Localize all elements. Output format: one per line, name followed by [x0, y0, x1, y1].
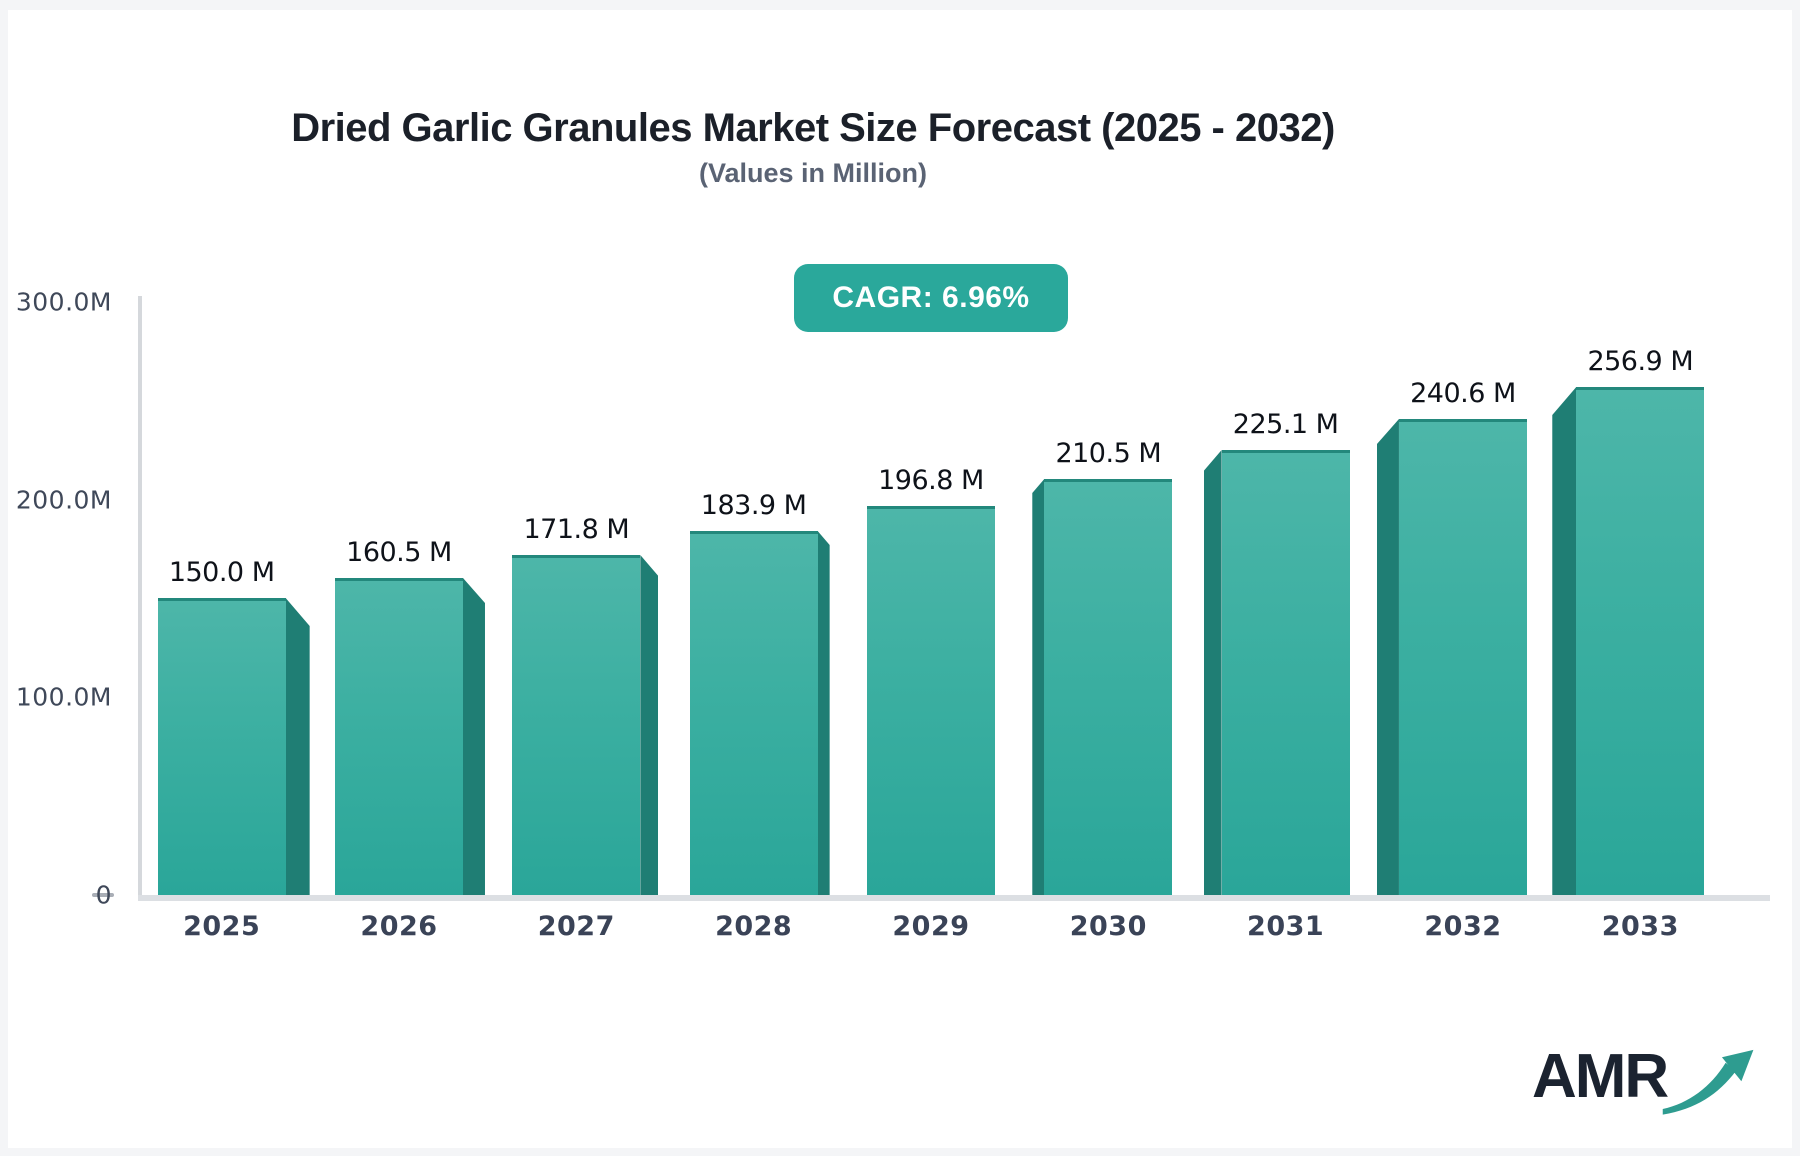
- bar: 240.6 M: [1376, 378, 1527, 895]
- x-axis-label: 2030: [1069, 911, 1147, 942]
- bar: 171.8 M: [512, 514, 659, 895]
- x-axis-baseline: [138, 895, 1770, 901]
- bar: 225.1 M: [1203, 409, 1350, 895]
- amr-logo-text: AMR: [1532, 1042, 1669, 1111]
- plot-area: 150.0 M 2025 160.5 M 2026 171.8 M 2027 183.9 M…: [133, 302, 1729, 942]
- bar-value-label: 160.5 M: [346, 537, 452, 568]
- chart-card: Dried Garlic Granules Market Size Foreca…: [8, 10, 1792, 1148]
- bar-column-2028: 183.9 M 2028: [665, 302, 842, 942]
- bar-face: [157, 598, 286, 895]
- bar-value-label: 150.0 M: [168, 557, 275, 588]
- bar-column-2033: 256.9 M 2033: [1552, 302, 1729, 942]
- x-axis-label: 2029: [892, 911, 970, 942]
- bar: 150.0 M: [157, 557, 310, 895]
- bar-column-2030: 210.5 M 2030: [1020, 302, 1197, 942]
- bar-column-2031: 225.1 M 2031: [1197, 302, 1374, 942]
- growth-arrow-icon: [1662, 1049, 1754, 1115]
- y-axis-tick-label: 0: [95, 880, 112, 910]
- bar-3d-side: [1552, 387, 1577, 895]
- x-axis-label: 2026: [360, 911, 438, 942]
- bar-value-label: 183.9 M: [700, 490, 807, 521]
- bar-value-label: 210.5 M: [1055, 438, 1162, 469]
- bar-value-label: 240.6 M: [1410, 378, 1516, 409]
- amr-logo: AMR: [1532, 1046, 1757, 1122]
- x-axis-label: 2028: [715, 911, 793, 942]
- x-axis-label: 2031: [1247, 911, 1325, 942]
- bar: 183.9 M: [689, 490, 830, 895]
- bar: 256.9 M: [1552, 346, 1705, 895]
- bar-face: [689, 531, 818, 895]
- bar-face: [1044, 479, 1173, 895]
- bar-value-label: 256.9 M: [1587, 346, 1694, 377]
- bar-column-2026: 160.5 M 2026: [310, 302, 487, 942]
- bar-face: [334, 578, 463, 895]
- bar-face: [866, 506, 995, 895]
- zero-tick-dash: [92, 893, 114, 897]
- bar-3d-side: [640, 555, 659, 895]
- bar-3d-side: [462, 578, 485, 895]
- bar: 196.8 M: [866, 465, 995, 895]
- x-axis-label: 2033: [1601, 911, 1679, 942]
- bar-face: [512, 555, 641, 895]
- bar-value-label: 225.1 M: [1232, 409, 1339, 440]
- bar-face: [1398, 419, 1527, 895]
- bar-value-label: 171.8 M: [523, 514, 630, 545]
- y-axis-tick-label: 100.0M: [15, 682, 112, 712]
- bar-column-2025: 150.0 M 2025: [133, 302, 310, 942]
- bar-3d-side: [817, 531, 830, 895]
- cagr-badge-label: CAGR: 6.96%: [832, 281, 1030, 314]
- chart-subtitle: (Values in Million): [698, 158, 928, 188]
- y-axis-line: [138, 296, 142, 901]
- bar-face: [1576, 387, 1705, 895]
- x-axis-label: 2025: [183, 911, 261, 942]
- bar-3d-side: [1203, 450, 1222, 895]
- bar-value-label: 196.8 M: [878, 465, 984, 496]
- bar: 210.5 M: [1032, 438, 1173, 895]
- cagr-badge: CAGR: 6.96%: [794, 264, 1068, 332]
- bar-3d-side: [1032, 479, 1045, 895]
- bar: 160.5 M: [334, 537, 485, 895]
- y-axis-tick-label: 200.0M: [15, 485, 112, 515]
- bar-face: [1221, 450, 1350, 895]
- bar-column-2027: 171.8 M 2027: [488, 302, 665, 942]
- bar-column-2032: 240.6 M 2032: [1374, 302, 1551, 942]
- bar-3d-side: [1376, 419, 1399, 895]
- x-axis-label: 2027: [537, 911, 615, 942]
- y-axis-tick-label: 300.0M: [15, 287, 112, 317]
- bar-column-2029: 196.8 M 2029: [842, 302, 1019, 942]
- chart-title: Dried Garlic Granules Market Size Foreca…: [291, 106, 1335, 150]
- x-axis-label: 2032: [1424, 911, 1502, 942]
- bar-3d-side: [285, 598, 310, 895]
